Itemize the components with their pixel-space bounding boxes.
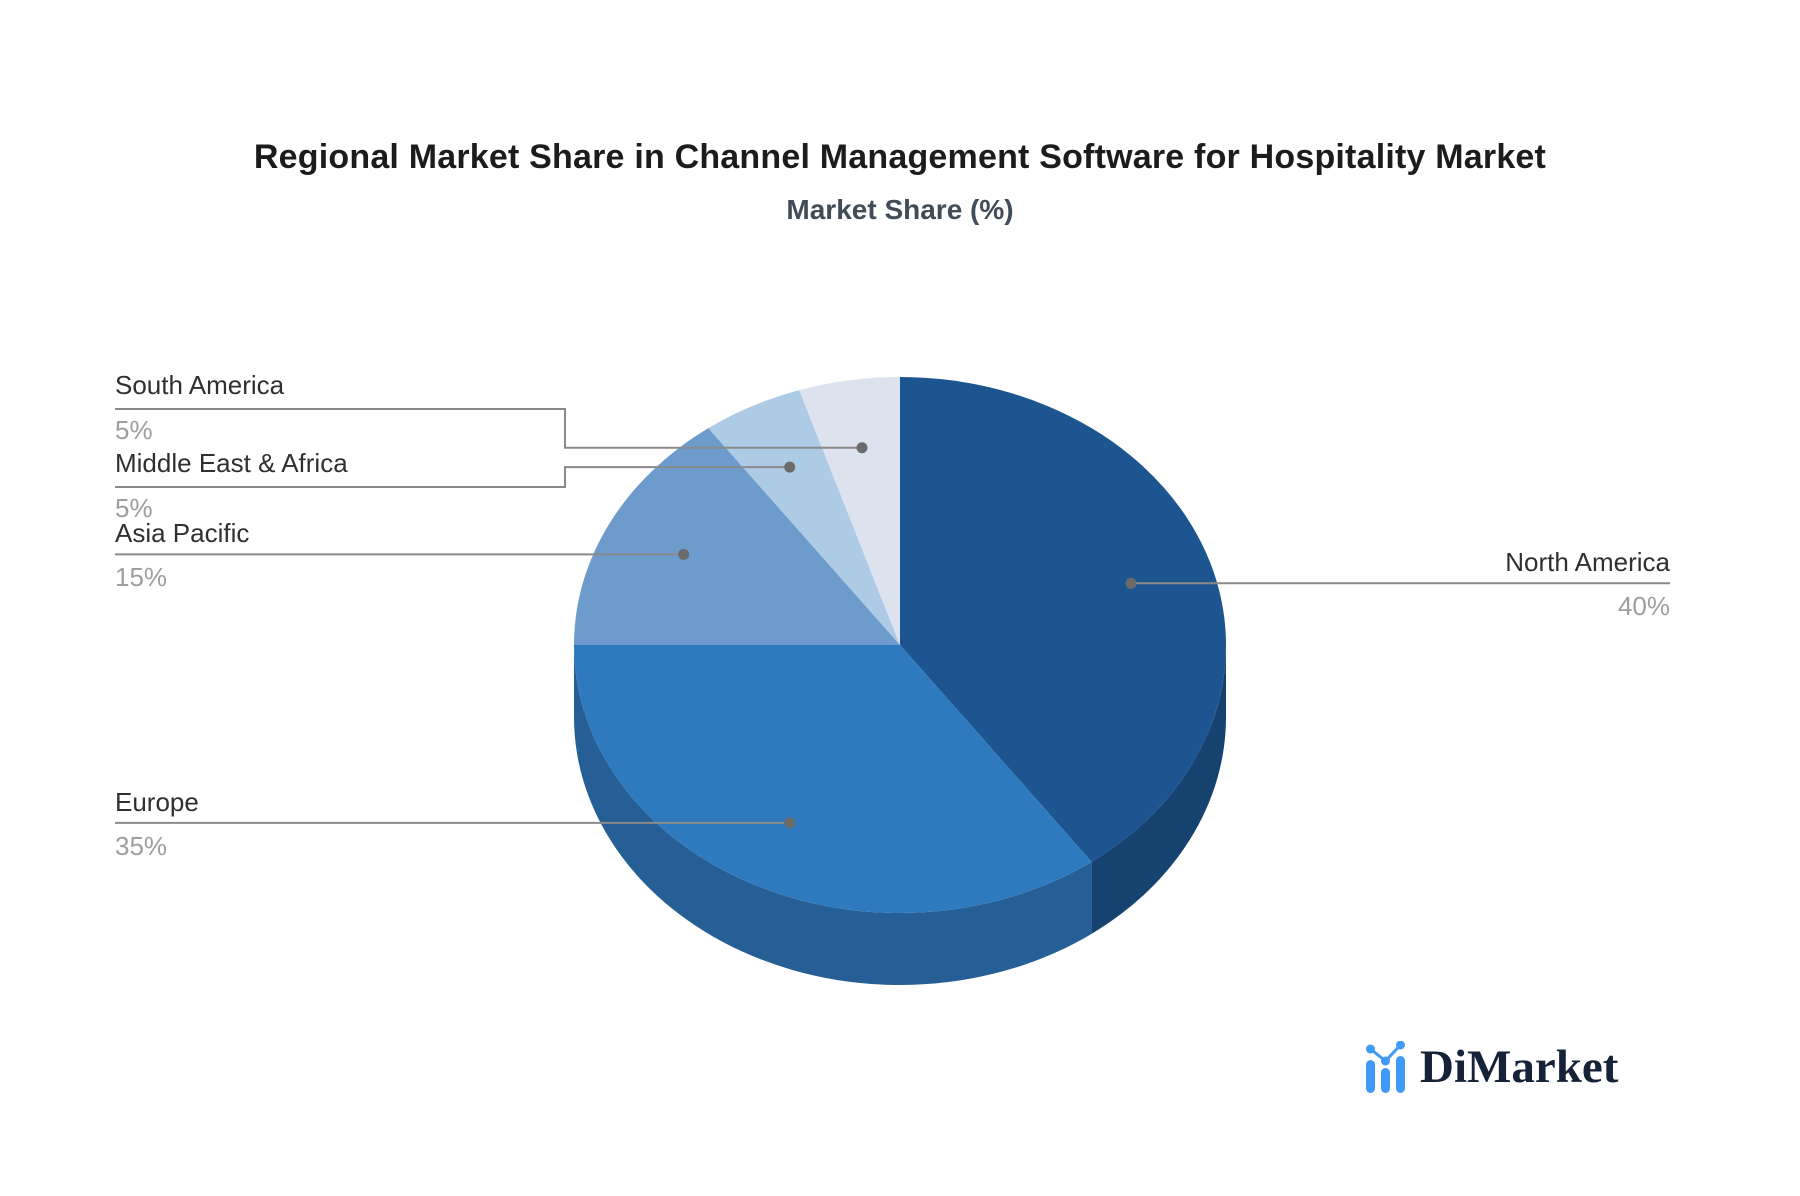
pct-middle-east-africa: 5% <box>115 493 153 523</box>
label-north-america: North America <box>1505 547 1670 577</box>
pie-slice-side-north-america <box>1091 645 1226 934</box>
bar-chart-logo-icon <box>1366 1041 1405 1093</box>
pie-slice-europe[interactable] <box>574 645 1092 913</box>
pie-slice-middle-east-africa[interactable] <box>708 390 900 645</box>
pie-slice-south-america[interactable] <box>799 377 900 645</box>
label-middle-east-africa: Middle East & Africa <box>115 448 348 478</box>
pie-slice-side-europe <box>574 645 1092 985</box>
leader-dot-north-america <box>1125 577 1137 589</box>
leader-dot-asia-pacific <box>678 548 690 560</box>
brand-name: DiMarket <box>1420 1041 1619 1093</box>
pie-slice-asia-pacific[interactable] <box>574 428 900 645</box>
pct-south-america: 5% <box>115 415 153 445</box>
pct-north-america: 40% <box>1617 591 1670 621</box>
chart-subtitle: Market Share (%) <box>786 194 1014 225</box>
leader-line-south-america <box>115 408 863 449</box>
leader-dot-middle-east-africa <box>784 461 796 473</box>
label-asia-pacific: Asia Pacific <box>115 518 250 548</box>
label-europe: Europe <box>115 787 199 817</box>
leader-dot-south-america <box>856 442 868 454</box>
leader-dot-europe <box>784 817 796 829</box>
chart-title: Regional Market Share in Channel Managem… <box>253 138 1547 176</box>
pie-slice-north-america[interactable] <box>900 377 1226 862</box>
pct-asia-pacific: 15% <box>115 562 168 592</box>
leader-line-middle-east-africa <box>115 466 790 488</box>
pct-europe: 35% <box>115 831 168 861</box>
label-south-america: South America <box>115 370 285 400</box>
